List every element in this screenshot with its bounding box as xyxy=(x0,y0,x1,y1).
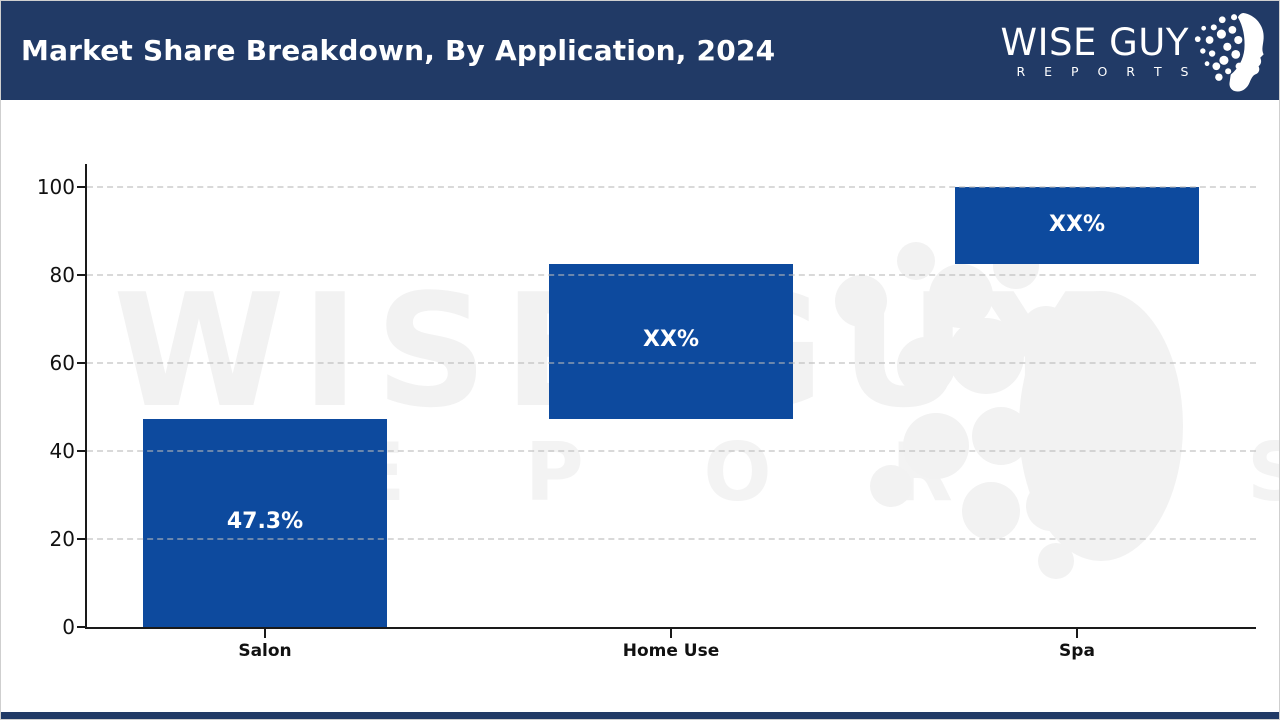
gridline-20 xyxy=(87,538,1256,540)
footer-bar xyxy=(1,712,1279,719)
bar-home-use: XX% xyxy=(549,264,793,419)
logo-brand-text: WISE GUY xyxy=(1000,20,1189,64)
y-tick-80 xyxy=(77,274,85,276)
y-tick-100 xyxy=(77,186,85,188)
x-axis-label-spa: Spa xyxy=(1059,641,1095,661)
y-tick-20 xyxy=(77,538,85,540)
y-tick-label-60: 60 xyxy=(49,351,75,375)
x-tick-2 xyxy=(1076,629,1078,638)
gridline-60 xyxy=(87,362,1256,364)
bar-spa: XX% xyxy=(955,187,1199,264)
logo-wordmark: WISE GUY R E P O R T S xyxy=(1001,24,1189,79)
y-tick-label-100: 100 xyxy=(36,175,75,199)
bar-value-label: 47.3% xyxy=(226,508,304,534)
y-tick-label-40: 40 xyxy=(49,439,75,463)
x-axis-line xyxy=(85,627,1256,629)
watermark-face-icon xyxy=(835,242,1183,579)
y-tick-label-20: 20 xyxy=(49,527,75,551)
bar-value-label: XX% xyxy=(643,327,699,353)
y-tick-label-0: 0 xyxy=(62,615,75,639)
bar-salon: 47.3% xyxy=(143,418,387,627)
logo-subtitle-text: R E P O R T S xyxy=(1016,63,1196,79)
x-tick-1 xyxy=(670,629,672,638)
y-tick-label-80: 80 xyxy=(49,263,75,287)
x-tick-0 xyxy=(264,629,266,638)
y-axis-line xyxy=(85,164,87,629)
header: Market Share Breakdown, By Application, … xyxy=(1,1,1279,100)
wise-guy-logo: WISE GUY R E P O R T S xyxy=(1001,7,1267,95)
page-title: Market Share Breakdown, By Application, … xyxy=(21,34,776,67)
y-tick-0 xyxy=(77,626,85,628)
y-tick-60 xyxy=(77,362,85,364)
gridline-40 xyxy=(87,450,1256,452)
x-axis-label-salon: Salon xyxy=(238,641,292,661)
x-axis-label-home-use: Home Use xyxy=(622,641,720,661)
y-tick-40 xyxy=(77,450,85,452)
gridline-80 xyxy=(87,274,1256,276)
gridline-100 xyxy=(87,186,1256,188)
bar-value-label: XX% xyxy=(1049,211,1105,237)
logo-face-icon xyxy=(1194,13,1264,92)
